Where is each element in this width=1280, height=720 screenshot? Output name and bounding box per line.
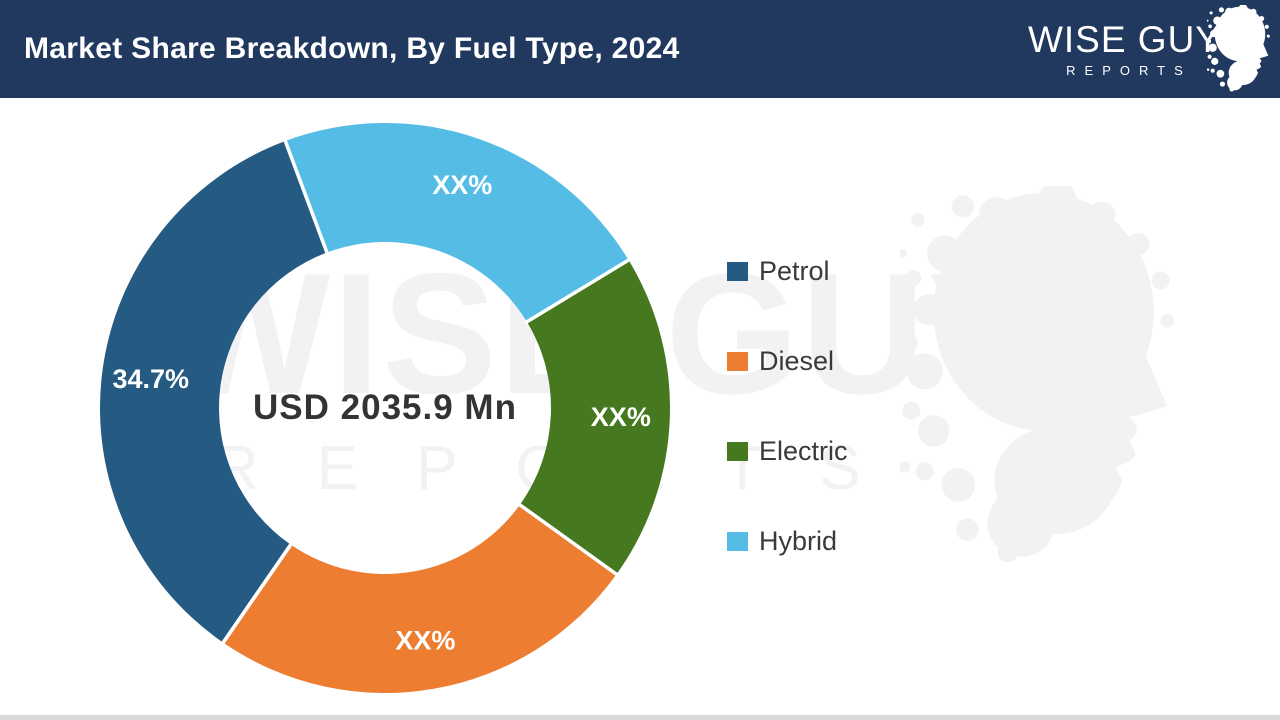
donut-segment-value-label: 34.7% bbox=[113, 364, 190, 394]
legend-item-hybrid: Hybrid bbox=[727, 525, 848, 558]
legend-swatch-diesel bbox=[727, 352, 748, 371]
donut-segment-gap bbox=[524, 257, 632, 325]
brand-logo: WISE GUY REPORTS bbox=[1028, 0, 1274, 98]
chart-center-value: USD 2035.9 Mn bbox=[253, 388, 517, 427]
brand-logo-text: WISE GUY REPORTS bbox=[1028, 21, 1221, 78]
donut-segment-electric bbox=[519, 260, 670, 575]
page-title: Market Share Breakdown, By Fuel Type, 20… bbox=[24, 32, 680, 65]
legend-swatch-petrol bbox=[727, 262, 748, 281]
legend-item-petrol: Petrol bbox=[727, 255, 848, 288]
brand-name: WISE GUY bbox=[1027, 18, 1221, 60]
legend-label-hybrid: Hybrid bbox=[759, 526, 838, 556]
donut-segment-hybrid bbox=[285, 123, 629, 322]
legend-swatch-electric bbox=[727, 442, 748, 461]
brand-subtitle: REPORTS bbox=[1066, 62, 1192, 78]
donut-segment-gap bbox=[220, 542, 294, 646]
legend-label-electric: Electric bbox=[759, 436, 848, 466]
legend-label-petrol: Petrol bbox=[759, 256, 830, 286]
donut-segment-value-label: XX% bbox=[395, 626, 455, 656]
brand-head-icon bbox=[1207, 5, 1270, 92]
legend: Petrol Diesel Electric Hybrid bbox=[727, 255, 848, 615]
bottom-bar bbox=[0, 715, 1280, 720]
header: Market Share Breakdown, By Fuel Type, 20… bbox=[0, 0, 1280, 98]
donut-segment-gap bbox=[282, 138, 330, 255]
legend-item-electric: Electric bbox=[727, 435, 848, 468]
legend-swatch-hybrid bbox=[727, 532, 748, 551]
donut-segment-diesel bbox=[223, 504, 617, 693]
legend-label-diesel: Diesel bbox=[759, 346, 835, 376]
donut-segment-gap bbox=[517, 502, 620, 577]
donut-segment-value-label: XX% bbox=[432, 170, 492, 200]
donut-segment-value-label: XX% bbox=[591, 402, 651, 432]
donut-segment-petrol bbox=[99, 141, 327, 643]
legend-item-diesel: Diesel bbox=[727, 345, 848, 378]
